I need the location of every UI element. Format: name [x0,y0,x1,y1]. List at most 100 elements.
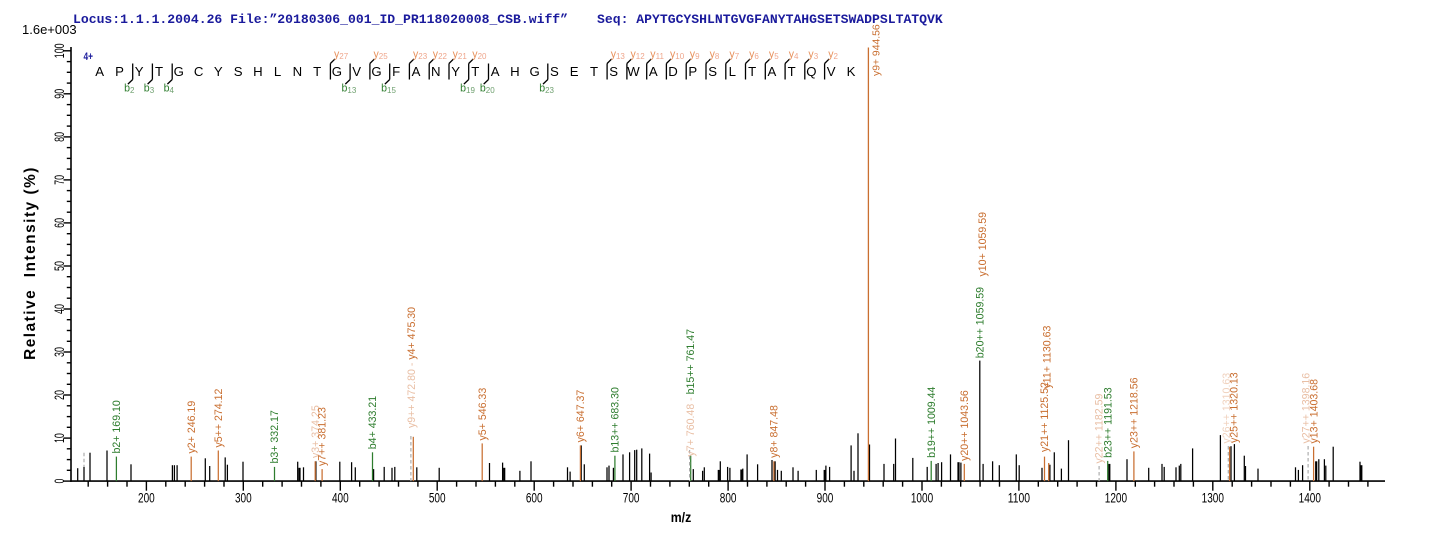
svg-text:90: 90 [52,89,67,99]
svg-text:P: P [688,64,697,79]
svg-text:b4: b4 [164,83,175,95]
svg-text:y27++ 1398.16: y27++ 1398.16 [1301,373,1313,444]
svg-text:b20: b20 [480,83,495,95]
svg-text:800: 800 [720,491,737,506]
svg-text:N: N [431,64,441,79]
svg-text:A: A [412,64,421,79]
svg-text:V: V [827,64,836,79]
svg-text:E: E [570,64,579,79]
svg-text:y7: y7 [729,49,739,61]
svg-text:y4: y4 [789,49,799,61]
svg-text:y12: y12 [631,49,646,61]
svg-text:y8: y8 [710,49,720,61]
svg-text:T: T [471,64,479,79]
svg-text:y27: y27 [334,49,349,61]
svg-text:L: L [729,64,736,79]
svg-text:T: T [748,64,756,79]
svg-text:200: 200 [138,491,155,506]
svg-text:y21++ 1125.52: y21++ 1125.52 [1039,382,1051,452]
svg-text:1200: 1200 [1105,491,1127,506]
svg-text:b2+ 169.10: b2+ 169.10 [111,400,123,453]
svg-text:0: 0 [52,479,67,484]
svg-text:y22++ 1182.59: y22++ 1182.59 [1094,393,1106,463]
svg-text:y3+ 374.25: y3+ 374.25 [310,405,322,458]
svg-text:1100: 1100 [1008,491,1030,506]
svg-text:b15: b15 [381,83,396,95]
svg-text:y6+ 647.37: y6+ 647.37 [575,390,587,443]
svg-text:y13: y13 [611,49,626,61]
svg-text:F: F [392,64,400,79]
svg-text:y20: y20 [472,49,487,61]
svg-text:b3+ 332.17: b3+ 332.17 [269,410,281,463]
svg-text:y13+ 1403.68: y13+ 1403.68 [1309,379,1321,444]
svg-text:S: S [550,64,559,79]
svg-text:y21: y21 [453,49,468,61]
svg-text:A: A [649,64,658,79]
svg-text:S: S [609,64,618,79]
svg-text:V: V [352,64,361,79]
svg-text:b13++ 683.30: b13++ 683.30 [610,387,622,453]
svg-text:70: 70 [52,175,67,185]
svg-text:20: 20 [52,390,67,400]
svg-text:Locus:1.1.1.2004.26 File:”2018: Locus:1.1.1.2004.26 File:”20180306_001_I… [73,12,568,27]
svg-text:Y: Y [451,64,460,79]
svg-text:P: P [115,64,124,79]
svg-text:Relative Intensity (%): Relative Intensity (%) [22,166,39,360]
svg-text:y25: y25 [374,49,389,61]
svg-text:Seq: APYTGCYSHLNTGVGFANYTAHGSE: Seq: APYTGCYSHLNTGVGFANYTAHGSETSWADPSLTA… [597,12,943,27]
svg-text:b19: b19 [460,83,475,95]
svg-text:y6: y6 [749,49,759,61]
svg-text:N: N [293,64,303,79]
svg-text:500: 500 [429,491,446,506]
svg-text:900: 900 [817,491,834,506]
svg-text:G: G [332,64,342,79]
svg-text:T: T [590,64,598,79]
svg-text:b13: b13 [342,83,357,95]
svg-text:y11+ 1130.63: y11+ 1130.63 [1041,325,1053,388]
svg-text:y9++ 472.80 - y4+ 475.30: y9++ 472.80 - y4+ 475.30 [406,307,418,428]
svg-text:H: H [510,64,520,79]
svg-text:y10: y10 [670,49,685,61]
svg-text:b23: b23 [539,83,554,95]
svg-text:700: 700 [623,491,640,506]
svg-text:G: G [174,64,184,79]
svg-text:y3: y3 [808,49,818,61]
svg-text:b3: b3 [144,83,155,95]
svg-text:80: 80 [52,132,67,142]
svg-text:W: W [627,64,640,79]
svg-text:y25++ 1320.13: y25++ 1320.13 [1228,372,1240,443]
svg-text:y8+ 847.48: y8+ 847.48 [769,405,781,458]
svg-text:y23++ 1218.56: y23++ 1218.56 [1129,377,1141,448]
svg-text:y7++ 381.23: y7++ 381.23 [317,407,329,466]
svg-text:50: 50 [52,261,67,271]
svg-text:L: L [274,64,281,79]
svg-text:S: S [708,64,717,79]
svg-text:Y: Y [214,64,223,79]
svg-text:y22: y22 [433,49,448,61]
svg-text:y9: y9 [690,49,700,61]
svg-text:b23++ 1191.53: b23++ 1191.53 [1102,387,1114,458]
svg-text:100: 100 [52,43,67,58]
svg-text:Q: Q [806,64,816,79]
svg-text:A: A [95,64,104,79]
svg-text:b2: b2 [124,83,135,95]
svg-text:y23: y23 [413,49,428,61]
svg-text:A: A [491,64,500,79]
svg-text:T: T [155,64,163,79]
svg-text:y9+ 944.56: y9+ 944.56 [871,24,882,76]
svg-text:40: 40 [52,304,67,314]
svg-text:1300: 1300 [1202,491,1224,506]
svg-text:1.6e+003: 1.6e+003 [22,22,77,37]
svg-text:y5: y5 [769,49,779,61]
svg-text:y26++ 1310.63: y26++ 1310.63 [1221,373,1233,444]
svg-text:1400: 1400 [1299,491,1321,506]
svg-text:T: T [788,64,796,79]
svg-text:400: 400 [332,491,349,506]
svg-text:D: D [668,64,678,79]
svg-text:A: A [768,64,777,79]
svg-text:m/z: m/z [671,509,692,525]
svg-text:y2: y2 [828,49,838,61]
svg-text:60: 60 [52,218,67,228]
svg-text:y7+ 760.48 - b15++ 761.47: y7+ 760.48 - b15++ 761.47 [685,329,697,457]
svg-text:T: T [313,64,321,79]
